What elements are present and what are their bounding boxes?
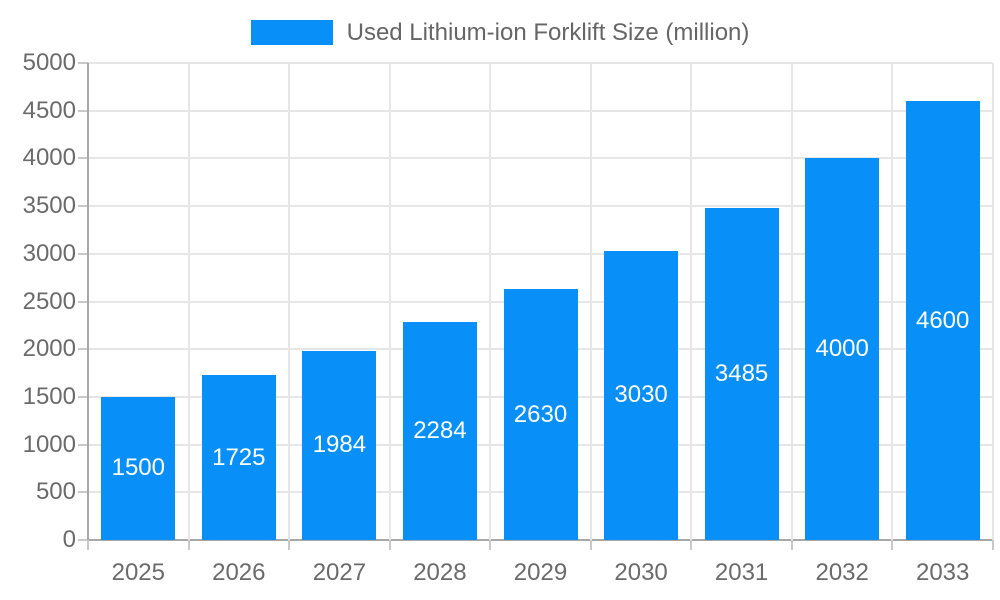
bar-value-label: 4000 [815,335,869,363]
y-axis-tick-label: 1000 [22,430,76,458]
bar-2030[interactable]: 3030 [604,250,679,540]
v-gridline [992,63,994,540]
v-gridline [187,63,190,540]
y-axis-tick-label: 3000 [22,239,76,267]
v-gridline [388,63,391,540]
bar-value-label: 2630 [513,400,568,428]
x-axis-tick-label: 2025 [111,559,165,586]
x-axis-tick-label: 2031 [714,559,769,586]
y-axis-tick-label: 2000 [22,335,76,363]
x-axis-tick-label: 2033 [915,559,970,586]
x-axis-tick-label: 2030 [614,559,668,586]
legend-swatch [250,20,333,45]
bar-2027[interactable]: 1984 [302,350,377,540]
x-tick-mark [489,540,492,550]
x-tick-mark [288,540,291,550]
x-tick-mark [87,540,89,550]
y-tick-mark [78,62,88,64]
y-axis-tick-label: 2500 [22,287,76,315]
bar-value-label: 4600 [915,306,970,334]
v-gridline [589,63,592,540]
v-gridline [288,63,291,540]
y-axis-line [87,63,89,540]
bar-2033[interactable]: 4600 [905,101,980,540]
x-axis-line [88,539,993,541]
bar-value-label: 1725 [212,443,266,471]
y-axis-tick-label: 4500 [22,96,76,124]
y-axis-tick-label: 0 [62,526,76,553]
bar-value-label: 2284 [413,417,467,445]
bar-2026[interactable]: 1725 [201,375,276,540]
h-gridline [88,109,993,112]
y-tick-mark [78,205,88,208]
x-tick-mark [187,540,190,550]
y-tick-mark [78,252,88,255]
bar-value-label: 1984 [312,431,367,459]
y-axis-tick-label: 1500 [22,382,76,410]
bar-2025[interactable]: 1500 [101,396,176,540]
y-tick-mark [78,109,88,112]
y-tick-mark [78,443,88,446]
legend-label: Used Lithium-ion Forklift Size (million) [346,18,750,46]
y-tick-mark [78,395,88,398]
legend-item[interactable]: Used Lithium-ion Forklift Size (million) [0,19,1000,46]
bar-2031[interactable]: 3485 [704,207,779,540]
y-tick-mark [78,539,88,541]
y-tick-mark [78,157,88,160]
y-axis-tick-label: 4000 [22,144,76,172]
h-gridline [88,157,993,160]
bar-value-label: 1500 [111,454,165,482]
x-tick-mark [891,540,894,550]
bar-value-label: 3030 [614,381,668,409]
x-tick-mark [992,540,994,550]
y-axis-tick-label: 500 [35,478,76,506]
x-tick-mark [690,540,693,550]
y-axis-tick-label: 3500 [22,192,76,220]
x-tick-mark [790,540,793,550]
x-axis-tick-label: 2026 [212,559,266,586]
x-tick-mark [388,540,391,550]
bar-2032[interactable]: 4000 [805,158,880,540]
x-axis-tick-label: 2032 [815,559,869,586]
bar-2029[interactable]: 2630 [503,289,578,540]
v-gridline [790,63,793,540]
h-gridline [88,62,993,64]
y-tick-mark [78,300,88,303]
x-axis-tick-label: 2028 [413,559,467,586]
y-tick-mark [78,348,88,351]
y-axis-tick-label: 5000 [22,49,76,76]
x-axis-tick-label: 2029 [513,559,568,586]
x-axis-tick-label: 2027 [312,559,367,586]
h-gridline [88,252,993,255]
h-gridline [88,205,993,208]
v-gridline [489,63,492,540]
x-tick-mark [589,540,592,550]
y-tick-mark [78,491,88,494]
v-gridline [690,63,693,540]
bar-2028[interactable]: 2284 [402,322,477,540]
v-gridline [891,63,894,540]
bar-value-label: 3485 [714,359,769,387]
